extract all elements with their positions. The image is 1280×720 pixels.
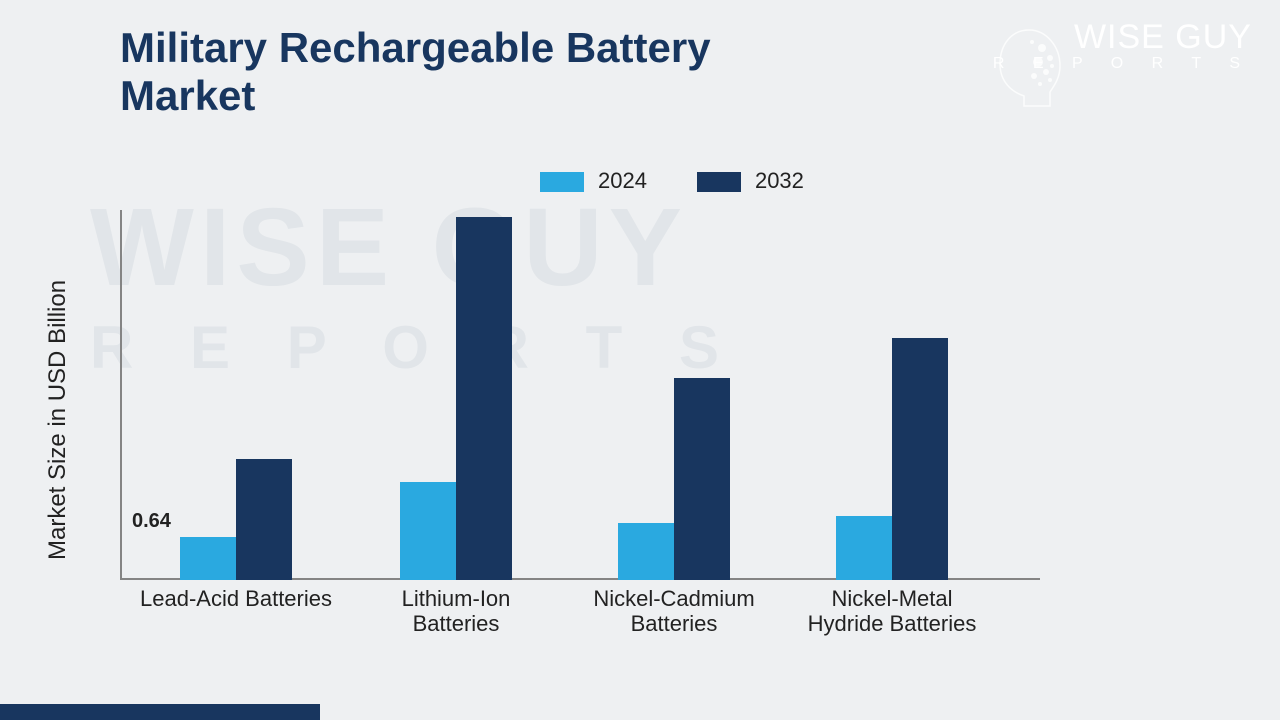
value-label: 0.64 [132,510,171,533]
brand-logo: WISE GUY R E P O R T S [993,18,1252,73]
bar-2024 [618,523,674,580]
legend-label-2024: 2024 [598,168,647,193]
legend-item-2032: 2032 [697,168,804,194]
bottom-accent-strip [0,704,320,720]
legend-swatch-2032 [697,172,741,192]
category-label: Lead-Acid Batteries [136,586,336,611]
bar-group [836,338,948,580]
bar-group [618,378,730,580]
bar-2032 [674,378,730,580]
bar-2032 [892,338,948,580]
bar-group [400,217,512,580]
chart-title: Military Rechargeable Battery Market [120,24,780,121]
category-label: Lithium-Ion Batteries [356,586,556,637]
plot-area: Lead-Acid Batteries0.64Lithium-Ion Batte… [120,210,1040,580]
bar-2032 [236,459,292,580]
legend-swatch-2024 [540,172,584,192]
head-icon [994,28,1064,108]
legend: 2024 2032 [540,168,804,194]
category-label: Nickel-Metal Hydride Batteries [792,586,992,637]
bar-group [180,459,292,580]
legend-label-2032: 2032 [755,168,804,193]
y-axis-label: Market Size in USD Billion [44,280,72,560]
bar-2024 [836,516,892,580]
category-label: Nickel-Cadmium Batteries [574,586,774,637]
y-axis-line [120,210,122,580]
bar-2024 [180,537,236,580]
legend-item-2024: 2024 [540,168,647,194]
bar-2024 [400,482,456,580]
bar-2032 [456,217,512,580]
chart-canvas: WISE GUYR E P O R T S Military Rechargea… [0,0,1280,720]
